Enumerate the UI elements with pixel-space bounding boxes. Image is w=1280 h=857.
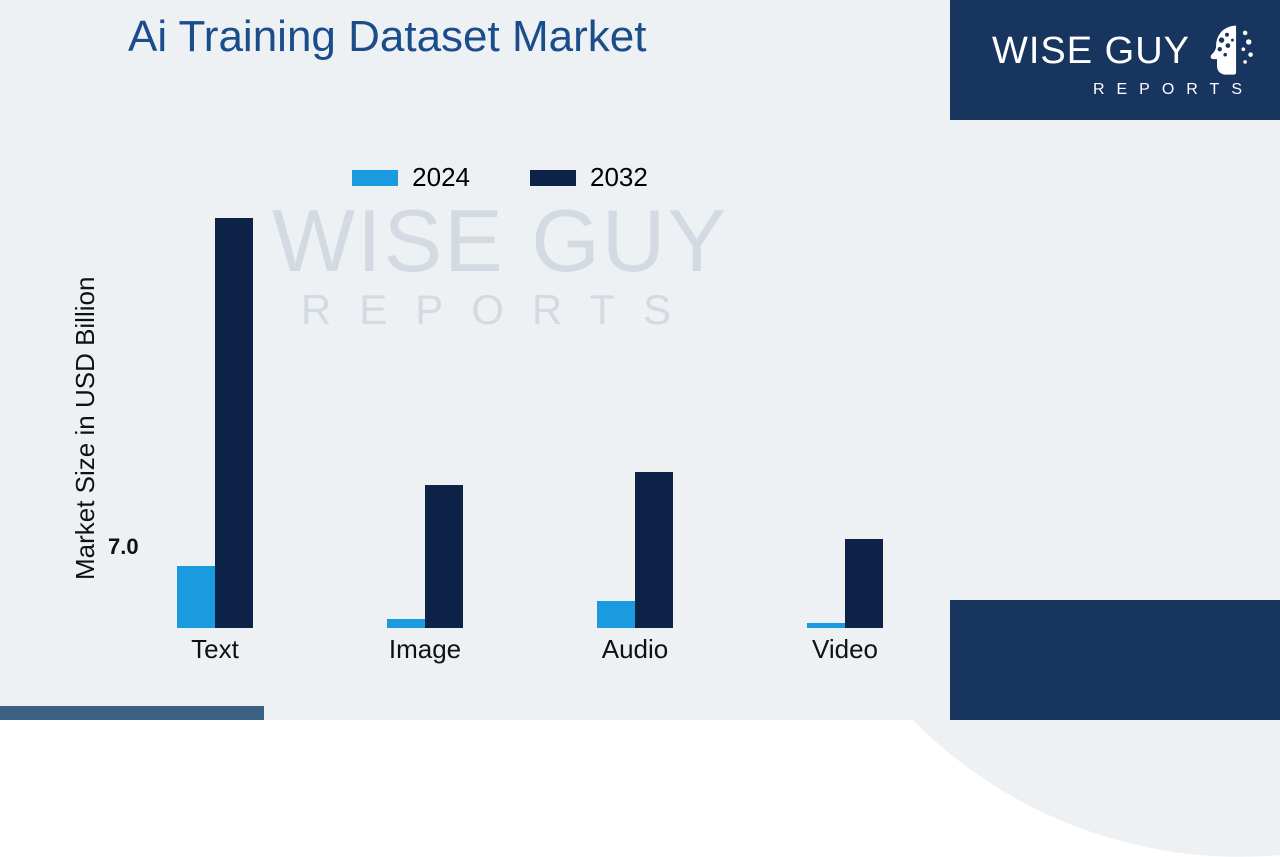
category-label: Image [389,634,461,665]
canvas: WISE GUY REPORTS Ai Training Dataset Mar… [0,0,1280,720]
head-icon [1198,22,1256,80]
bar [215,218,253,628]
bar-group: Image [360,485,490,628]
legend-swatch [530,170,576,186]
plot-area: TextImageAudioVideo7.0 [130,218,950,628]
brand-logo: WISE GUY REPORTS [992,22,1256,98]
bar [845,539,883,628]
side-corner-bottom [950,600,1280,720]
bar [425,485,463,628]
category-label: Audio [602,634,669,665]
page-title: Ai Training Dataset Market [128,12,646,62]
legend-label: 2032 [590,162,648,193]
bar-group: Video [780,539,910,628]
bar [635,472,673,628]
value-label: 7.0 [108,534,139,560]
brand-line1: WISE GUY [992,32,1190,70]
legend-swatch [352,170,398,186]
legend-item: 2024 [352,162,470,193]
bar-group: Audio [570,472,700,628]
bar-group: Text [150,218,280,628]
legend: 2024 2032 [0,162,1000,193]
brand-line2: REPORTS [992,82,1256,98]
category-label: Video [812,634,878,665]
category-label: Text [191,634,239,665]
bar [807,623,845,628]
footer-accent [0,706,264,720]
y-axis-label: Market Size in USD Billion [70,277,101,580]
bar [177,566,215,628]
legend-item: 2032 [530,162,648,193]
bar [387,619,425,628]
bar [597,601,635,628]
legend-label: 2024 [412,162,470,193]
